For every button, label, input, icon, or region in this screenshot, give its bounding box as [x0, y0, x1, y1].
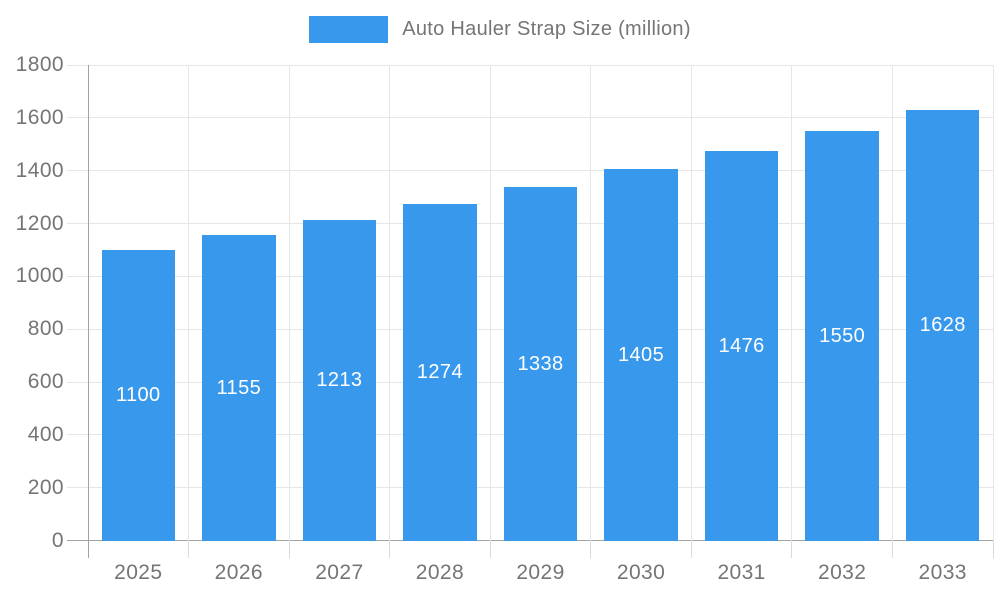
legend-label: Auto Hauler Strap Size (million): [402, 18, 691, 40]
bar-value-label: 1628: [919, 314, 966, 337]
x-tick: [188, 540, 190, 558]
bar: [604, 169, 678, 541]
x-gridline: [690, 65, 692, 541]
y-tick-label: 1800: [15, 53, 64, 76]
y-axis-line: [87, 65, 89, 541]
x-tick: [389, 540, 391, 558]
x-gridline: [791, 65, 793, 541]
y-tick-label: 1200: [15, 211, 64, 235]
y-tick-label: 800: [27, 317, 64, 341]
bar: [101, 249, 176, 541]
x-tick: [791, 540, 793, 558]
x-tick: [590, 540, 592, 558]
legend: Auto Hauler Strap Size (million): [0, 16, 1000, 43]
bar: [704, 150, 779, 541]
x-tick-label: 2030: [616, 560, 666, 584]
x-gridline: [590, 65, 592, 541]
x-tick: [87, 540, 89, 558]
x-gridline: [992, 65, 994, 541]
bar: [302, 220, 377, 541]
x-gridline: [389, 65, 391, 541]
x-tick-label: 2027: [315, 560, 364, 584]
bar: [805, 131, 879, 541]
y-tick-label: 200: [27, 475, 64, 499]
x-tick-label: 2032: [817, 560, 867, 584]
y-tick-label: 400: [27, 422, 64, 446]
bar-value-label: 1338: [517, 352, 564, 375]
x-tick-label: 2025: [114, 560, 163, 584]
x-tick-label: 2033: [918, 560, 967, 584]
bar: [503, 187, 578, 541]
x-tick-label: 2029: [516, 560, 565, 584]
bar-value-label: 1100: [115, 384, 161, 407]
y-tick-label: 1400: [15, 158, 64, 182]
x-tick-label: 2028: [415, 560, 465, 584]
bar: [202, 235, 276, 541]
x-tick: [891, 540, 893, 558]
y-tick-label: 1000: [15, 264, 64, 288]
bar-value-label: 1550: [819, 324, 866, 347]
y-tick-label: 1600: [15, 105, 64, 129]
bar: [403, 203, 477, 541]
x-tick-label: 2026: [214, 560, 263, 584]
x-tick: [992, 540, 994, 558]
y-tick-label: 600: [27, 370, 64, 393]
x-gridline: [489, 65, 491, 541]
bar-value-label: 1476: [718, 334, 765, 357]
legend-swatch: [309, 16, 389, 43]
x-tick-label: 2031: [717, 560, 766, 584]
x-gridline: [288, 65, 290, 541]
x-tick: [489, 540, 491, 558]
y-gridline: [67, 64, 993, 66]
bar-value-label: 1213: [316, 369, 363, 392]
bar-value-label: 1155: [216, 376, 262, 399]
bar-value-label: 1405: [618, 343, 665, 366]
y-tick-label: 0: [51, 528, 64, 552]
x-tick: [288, 540, 290, 558]
x-gridline: [188, 65, 190, 541]
y-gridline: [67, 117, 993, 119]
y-gridline: [67, 170, 993, 172]
x-gridline: [891, 65, 893, 541]
bar-value-label: 1274: [416, 361, 463, 384]
bar: [905, 110, 980, 541]
x-tick: [690, 540, 692, 558]
